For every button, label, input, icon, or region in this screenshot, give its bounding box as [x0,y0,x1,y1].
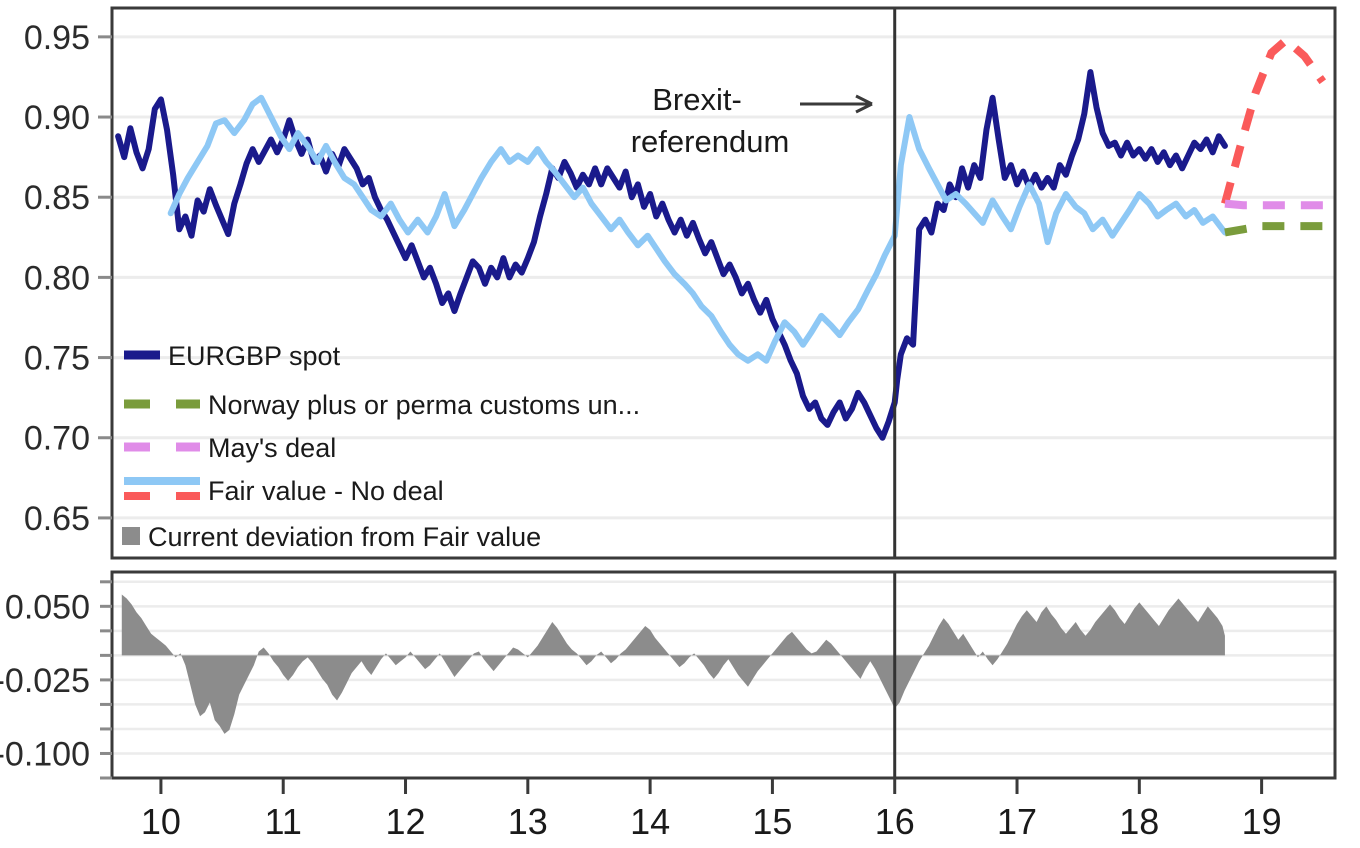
brexit-annotation-line1: Brexit- [652,82,742,117]
ytick-label-deviation: -0.025 [0,662,90,700]
panel-frames [110,6,1337,780]
legend-item-1: Norway plus or perma customs un... [124,390,640,420]
xtick-label: 18 [1119,801,1159,842]
legend-label: EURGBP spot [168,341,341,371]
price-series-lines [115,69,1228,441]
ytick-label-deviation: 0.050 [5,588,90,626]
legend-swatch-square [122,527,140,545]
legend-item-4: Current deviation from Fair value [122,522,541,552]
deviation-area [121,594,1225,734]
xtick-label: 17 [997,801,1037,842]
ytick-label-price: 0.95 [24,19,90,57]
brexit-annotation-line2: referendum [631,124,790,159]
ytick-label-price: 0.80 [24,259,90,297]
brexit-annotation: Brexit-referendum [631,82,873,159]
xtick-label: 12 [385,801,425,842]
brexit-annotation-arrow-head [855,94,873,114]
legend-item-3: Fair value - No deal [124,476,444,506]
ytick-label-price: 0.85 [24,179,90,217]
xtick-label: 15 [752,801,792,842]
series-line-fair-value [167,94,1228,364]
scenario-forecast-lines [1221,34,1329,237]
x-axis: 10 11 12 13 14 15 16 17 18 19 [141,778,1282,842]
scenario-line-norway-plus-or-perma-customs-union [1224,222,1329,237]
scenario-line-may-s-deal [1224,199,1329,210]
legend-label: May's deal [208,433,336,463]
legend-label: Current deviation from Fair value [148,522,541,552]
price-panel-gridlines [112,35,1335,520]
xtick-label: 19 [1242,801,1282,842]
ytick-label-price: 0.90 [24,99,90,137]
price-panel-y-axis: 0.95 0.90 0.85 0.80 0.75 0.70 0.65 [24,19,112,538]
legend-item-2: May's deal [124,433,336,463]
xtick-label: 10 [141,801,181,842]
price-panel-frame [110,6,1337,560]
ytick-label-deviation: -0.100 [0,735,90,773]
xtick-label: 13 [508,801,548,842]
xtick-label: 16 [875,801,915,842]
ytick-label-price: 0.70 [24,420,90,458]
deviation-panel-frame [110,570,1337,780]
series-line-eurgbp-spot [115,69,1228,441]
ytick-label-price: 0.65 [24,500,90,538]
legend-label: Norway plus or perma customs un... [208,390,640,420]
legend-label: Fair value - No deal [208,476,444,506]
xtick-label: 11 [265,801,302,842]
scenario-line-fair-value-no-deal [1221,34,1327,205]
deviation-bars [121,594,1225,734]
legend-item-0: EURGBP spot [124,341,341,371]
deviation-panel-y-axis: 0.050 -0.025 -0.100 [0,580,112,780]
ytick-label-price: 0.75 [24,340,90,378]
chart-legend: EURGBP spot Norway plus or perma customs … [122,341,640,552]
xtick-label: 14 [630,801,670,842]
